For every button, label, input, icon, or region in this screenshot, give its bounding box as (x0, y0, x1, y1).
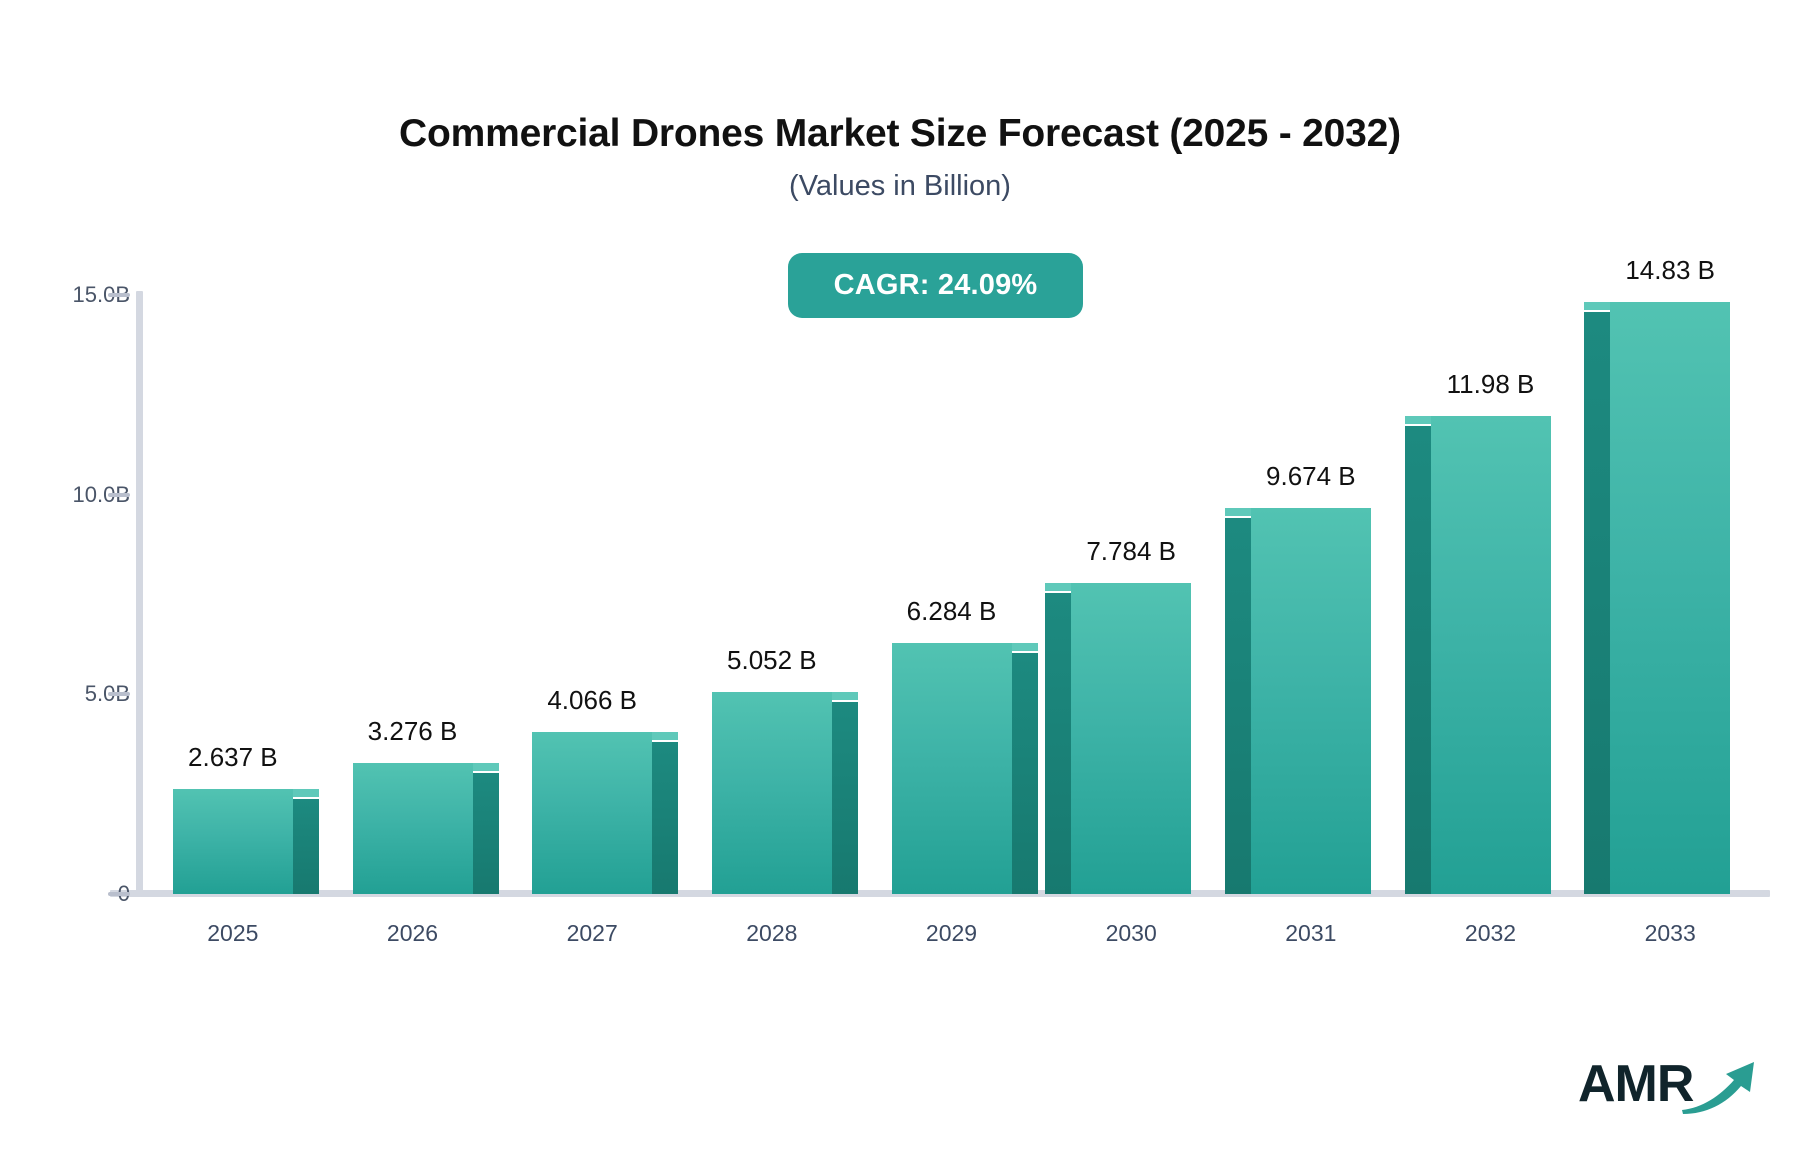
bar: 7.784 B 2030 (1045, 536, 1192, 946)
bar-value-label: 5.052 B (727, 645, 817, 676)
bar: 14.83 B 2033 (1584, 255, 1731, 946)
bar-front-face (172, 788, 293, 894)
bar-front-face (532, 731, 653, 894)
bar-side-face (652, 741, 679, 894)
bar: 5.052 B 2028 (711, 645, 858, 946)
x-axis-tick-label: 2026 (386, 920, 439, 946)
x-axis-tick-label: 2033 (1644, 920, 1696, 946)
x-axis-tick-label: 2025 (207, 920, 259, 946)
bar-front-face (1610, 301, 1731, 894)
x-axis-tick-label: 2027 (566, 920, 618, 946)
bar: 11.98 B 2032 (1404, 369, 1551, 946)
bar: 6.284 B 2029 (891, 596, 1038, 946)
bar: 2.637 B 2025 (172, 742, 319, 946)
chart-title: Commercial Drones Market Size Forecast (… (399, 112, 1401, 155)
bar-value-label: 14.83 B (1625, 254, 1715, 285)
x-axis-tick-label: 2028 (746, 920, 798, 946)
x-axis-tick-label: 2032 (1464, 920, 1517, 946)
bar: 3.276 B 2026 (352, 716, 499, 946)
bar-front-face (711, 692, 832, 894)
bar-front-face (1071, 583, 1192, 894)
bar-side-face (472, 773, 499, 894)
y-axis-tick-mark (108, 692, 130, 697)
amr-logo: AMR (1578, 1048, 1758, 1126)
amr-logo-text: AMR (1578, 1055, 1694, 1113)
x-axis-tick-label: 2031 (1285, 920, 1337, 946)
bar-side-face (1404, 425, 1431, 894)
bar-value-label: 3.276 B (367, 716, 458, 747)
bar: 4.066 B 2027 (532, 685, 679, 946)
x-axis-tick-label: 2029 (925, 920, 978, 946)
y-axis-tick-mark (108, 293, 130, 297)
bar-value-label: 7.784 B (1086, 536, 1176, 567)
bar-side-face (292, 798, 319, 894)
trend-up-arrow-icon (1682, 1062, 1754, 1114)
cagr-badge-label: CAGR: 24.09% (833, 269, 1038, 301)
bar-side-face (1584, 311, 1611, 894)
bar-side-face (1045, 593, 1072, 894)
bar-value-label: 11.98 B (1446, 368, 1535, 399)
bar-front-face (1250, 507, 1371, 894)
bar: 9.674 B 2031 (1224, 461, 1371, 946)
bar-value-label: 9.674 B (1266, 460, 1356, 491)
cagr-badge: CAGR: 24.09% (788, 253, 1083, 318)
chart-subtitle: (Values in Billion) (789, 170, 1011, 202)
bar-front-face (352, 763, 473, 894)
bar-front-face (891, 643, 1012, 894)
bar-side-face (1011, 653, 1038, 894)
bar-front-face (1430, 415, 1551, 894)
x-axis-tick-label: 2030 (1105, 920, 1157, 946)
bar-value-label: 4.066 B (547, 684, 637, 715)
bar-side-face (831, 702, 858, 894)
bar-value-label: 6.284 B (906, 596, 997, 627)
bar-side-face (1224, 517, 1251, 894)
bar-value-label: 2.637 B (188, 741, 278, 772)
y-axis-tick-mark (108, 492, 130, 497)
y-axis-line (136, 291, 143, 894)
y-axis-tick-mark (108, 892, 130, 896)
